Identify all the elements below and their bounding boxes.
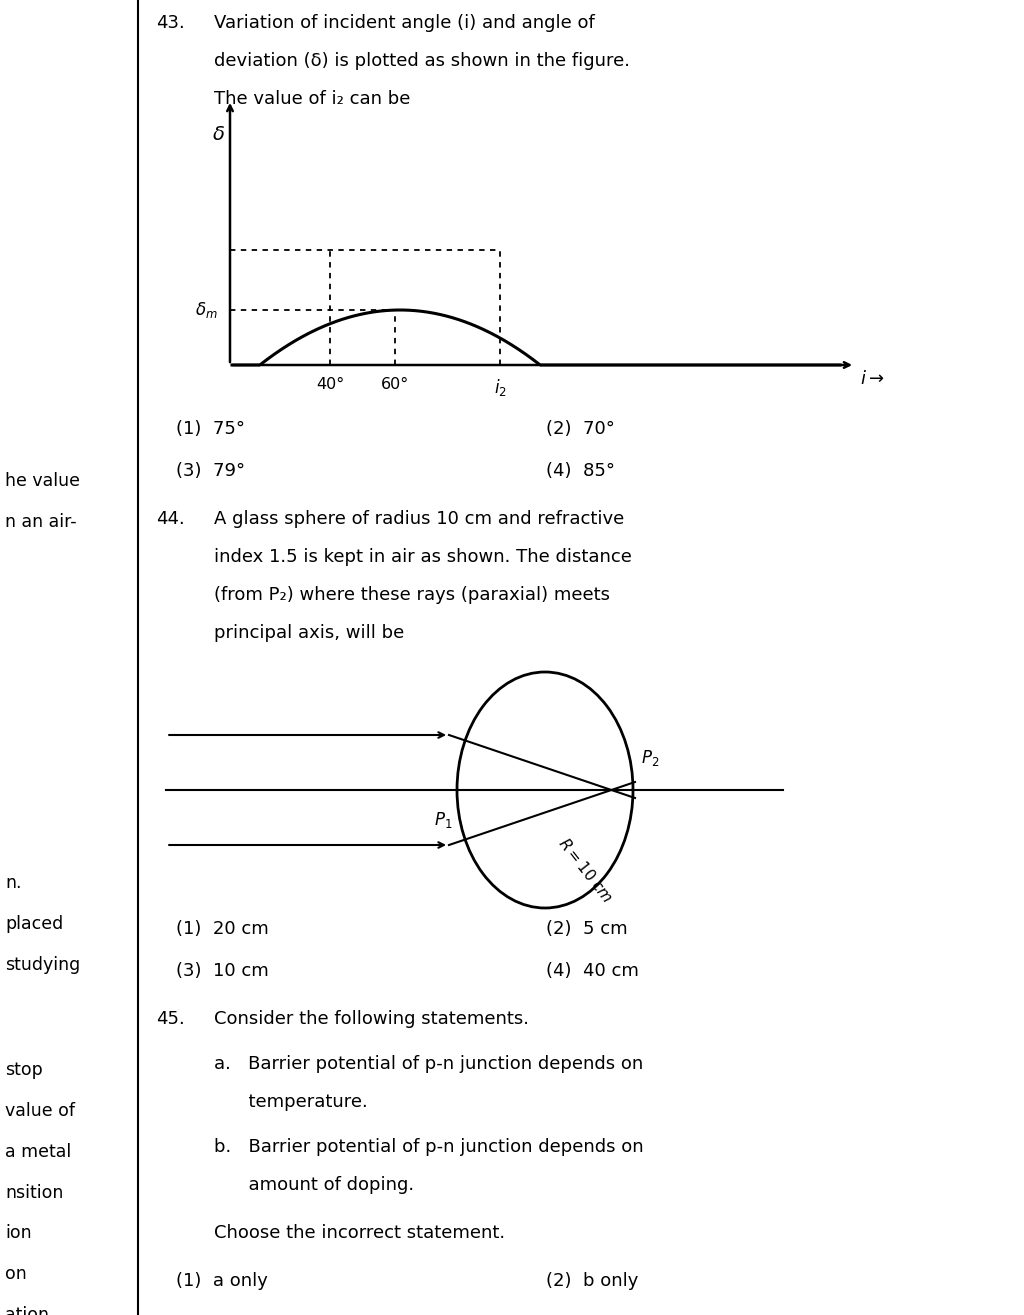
Text: placed: placed — [5, 915, 63, 934]
Text: he value: he value — [5, 472, 80, 490]
Text: (4)  40 cm: (4) 40 cm — [546, 963, 639, 980]
Text: $\delta$: $\delta$ — [212, 125, 225, 145]
Text: $\delta_m$: $\delta_m$ — [196, 300, 218, 320]
Text: on: on — [5, 1265, 27, 1283]
Text: (2)  b only: (2) b only — [546, 1272, 639, 1290]
Text: $P_2$: $P_2$ — [641, 748, 659, 768]
Text: (2)  70°: (2) 70° — [546, 419, 615, 438]
Text: (3)  79°: (3) 79° — [176, 462, 246, 480]
Text: $R = 10$ cm: $R = 10$ cm — [555, 835, 615, 906]
Text: (1)  a only: (1) a only — [176, 1272, 268, 1290]
Text: (1)  75°: (1) 75° — [176, 419, 245, 438]
Text: $i\rightarrow$: $i\rightarrow$ — [860, 370, 885, 388]
Text: index 1.5 is kept in air as shown. The distance: index 1.5 is kept in air as shown. The d… — [214, 548, 632, 565]
Text: n.: n. — [5, 874, 22, 893]
Text: amount of doping.: amount of doping. — [214, 1176, 415, 1194]
Text: (3)  10 cm: (3) 10 cm — [176, 963, 269, 980]
Text: A glass sphere of radius 10 cm and refractive: A glass sphere of radius 10 cm and refra… — [214, 510, 625, 529]
Text: ation: ation — [5, 1306, 49, 1315]
Text: principal axis, will be: principal axis, will be — [214, 625, 404, 642]
Text: Variation of incident angle (i) and angle of: Variation of incident angle (i) and angl… — [214, 14, 595, 32]
Text: Consider the following statements.: Consider the following statements. — [214, 1010, 529, 1028]
Text: nsition: nsition — [5, 1184, 63, 1202]
Text: (from P₂) where these rays (paraxial) meets: (from P₂) where these rays (paraxial) me… — [214, 586, 610, 604]
Text: temperature.: temperature. — [214, 1093, 368, 1111]
Text: 43.: 43. — [157, 14, 185, 32]
Text: 60°: 60° — [381, 377, 410, 392]
Text: a.   Barrier potential of p-n junction depends on: a. Barrier potential of p-n junction dep… — [214, 1055, 643, 1073]
Text: (1)  20 cm: (1) 20 cm — [176, 920, 269, 938]
Text: b.   Barrier potential of p-n junction depends on: b. Barrier potential of p-n junction dep… — [214, 1137, 644, 1156]
Text: $P_1$: $P_1$ — [433, 810, 452, 830]
Text: deviation (δ) is plotted as shown in the figure.: deviation (δ) is plotted as shown in the… — [214, 53, 630, 70]
Text: value of: value of — [5, 1102, 75, 1120]
Text: 45.: 45. — [157, 1010, 185, 1028]
Text: $i_2$: $i_2$ — [494, 377, 507, 398]
Text: a metal: a metal — [5, 1143, 72, 1161]
Text: Choose the incorrect statement.: Choose the incorrect statement. — [214, 1224, 506, 1241]
Text: ion: ion — [5, 1224, 32, 1243]
Text: (2)  5 cm: (2) 5 cm — [546, 920, 628, 938]
Text: 40°: 40° — [315, 377, 344, 392]
Text: The value of i₂ can be: The value of i₂ can be — [214, 89, 411, 108]
Text: stop: stop — [5, 1061, 43, 1080]
Text: n an air-: n an air- — [5, 513, 77, 531]
Text: (4)  85°: (4) 85° — [546, 462, 615, 480]
Text: studying: studying — [5, 956, 80, 974]
Text: 44.: 44. — [157, 510, 185, 529]
